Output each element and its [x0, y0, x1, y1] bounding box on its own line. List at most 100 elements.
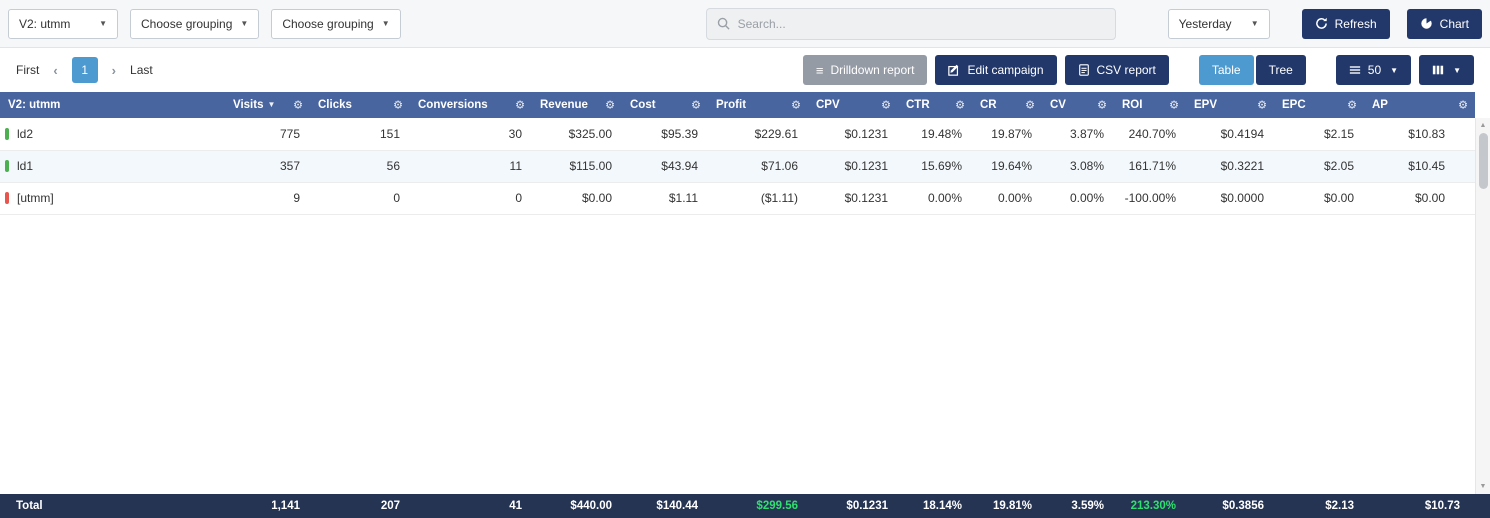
total-label: Total [0, 494, 225, 518]
cell: 357 [225, 150, 310, 183]
status-indicator [5, 127, 9, 140]
report-table-zone: V2: utmm Visits ▼ ⚙ Clicks ⚙ Conversions ⚙ Reven… [0, 92, 1490, 494]
cell: $0.4194 [1186, 118, 1274, 151]
vertical-scrollbar[interactable]: ▲ ▼ [1475, 118, 1490, 494]
column-header-conversions[interactable]: Conversions ⚙ [410, 92, 532, 118]
column-settings-gear-icon[interactable]: ⚙ [293, 99, 303, 112]
grouping-select-2-value: Choose grouping [282, 16, 374, 31]
status-indicator [5, 160, 9, 172]
column-settings-gear-icon[interactable]: ⚙ [605, 99, 615, 112]
date-range-value: Yesterday [1178, 16, 1232, 31]
chevron-down-icon: ▼ [99, 18, 107, 28]
column-header-ap[interactable]: AP ⚙ [1364, 92, 1475, 118]
cell: 0 [310, 182, 410, 215]
edit-campaign-button[interactable]: Edit campaign [935, 55, 1057, 85]
column-header-revenue[interactable]: Revenue ⚙ [532, 92, 622, 118]
column-header-epc[interactable]: EPC ⚙ [1274, 92, 1364, 118]
total-cell: 1,141 [225, 494, 310, 518]
column-header-profit[interactable]: Profit ⚙ [708, 92, 808, 118]
column-header-epv[interactable]: EPV ⚙ [1186, 92, 1274, 118]
cell: $0.00 [1364, 182, 1475, 215]
column-header-cv[interactable]: CV ⚙ [1042, 92, 1114, 118]
view-toggle: Table Tree [1198, 55, 1306, 85]
column-header-v2-utmm[interactable]: V2: utmm [0, 92, 225, 118]
column-header-clicks[interactable]: Clicks ⚙ [310, 92, 410, 118]
table-row[interactable]: ld1 357 56 11 $115.00 $43.94 $71.06 $0.1231 15.6… [0, 150, 1475, 183]
cell: $0.00 [1274, 182, 1364, 215]
page-button-1[interactable]: 1 [71, 57, 98, 83]
row-name-cell[interactable]: ld1 [0, 150, 225, 183]
page-size-button[interactable]: 50 ▼ [1335, 55, 1412, 85]
chevron-right-icon[interactable]: › [111, 62, 117, 78]
column-settings-gear-icon[interactable]: ⚙ [1347, 99, 1357, 112]
column-settings-gear-icon[interactable]: ⚙ [1257, 99, 1267, 112]
campaign-select[interactable]: V2: utmm ▼ [8, 8, 118, 39]
row-name-cell[interactable]: [utmm] [0, 182, 225, 215]
date-range-select[interactable]: Yesterday ▼ [1167, 8, 1270, 39]
cell: $2.05 [1274, 150, 1364, 183]
column-settings-gear-icon[interactable]: ⚙ [881, 99, 891, 112]
cell: 3.08% [1042, 150, 1114, 183]
pagination-first[interactable]: First [16, 63, 40, 77]
column-settings-gear-icon[interactable]: ⚙ [1169, 99, 1179, 112]
refresh-button[interactable]: Refresh [1301, 8, 1390, 39]
chevron-left-icon[interactable]: ‹ [53, 62, 58, 78]
pagination-last[interactable]: Last [130, 63, 153, 77]
row-name-cell[interactable]: ld2 [0, 118, 225, 151]
chevron-down-icon: ▼ [1453, 65, 1461, 75]
chevron-down-icon: ▼ [381, 18, 390, 28]
column-settings-gear-icon[interactable]: ⚙ [1458, 99, 1468, 112]
drilldown-report-button[interactable]: ≡ Drilldown report [802, 55, 928, 85]
edit-pencil-icon [948, 64, 959, 76]
cell: 0.00% [972, 182, 1042, 215]
chevron-down-icon: ▼ [240, 18, 249, 28]
total-cell: 41 [410, 494, 532, 518]
column-header-cost[interactable]: Cost ⚙ [622, 92, 708, 118]
tree-view-button[interactable]: Tree [1255, 55, 1306, 85]
cell: $325.00 [532, 118, 622, 151]
column-settings-gear-icon[interactable]: ⚙ [1025, 99, 1035, 112]
column-header-ctr[interactable]: CTR ⚙ [898, 92, 972, 118]
cell: 0 [410, 182, 532, 215]
cell: $0.1231 [808, 182, 898, 215]
grouping-select-1[interactable]: Choose grouping ▼ [130, 8, 260, 39]
cell: $0.3221 [1186, 150, 1274, 183]
total-cell: 207 [310, 494, 410, 518]
scrollbar-thumb[interactable] [1478, 133, 1488, 189]
table-row[interactable]: ld2 775 151 30 $325.00 $95.39 $229.61 $0.1231 19… [0, 118, 1475, 151]
column-settings-gear-icon[interactable]: ⚙ [955, 99, 965, 112]
column-settings-gear-icon[interactable]: ⚙ [791, 99, 801, 112]
column-settings-gear-icon[interactable]: ⚙ [393, 99, 403, 112]
column-settings-gear-icon[interactable]: ⚙ [691, 99, 701, 112]
column-header-visits[interactable]: Visits ▼ ⚙ [225, 92, 310, 118]
column-header-roi[interactable]: ROI ⚙ [1114, 92, 1186, 118]
column-header-cr[interactable]: CR ⚙ [972, 92, 1042, 118]
columns-button[interactable]: ▼ [1419, 55, 1474, 85]
scroll-up-icon[interactable]: ▲ [1479, 122, 1487, 129]
column-settings-gear-icon[interactable]: ⚙ [515, 99, 525, 112]
cell: 11 [410, 150, 532, 183]
scroll-down-icon[interactable]: ▼ [1479, 483, 1487, 490]
report-table: V2: utmm Visits ▼ ⚙ Clicks ⚙ Conversions ⚙ Reven… [0, 92, 1475, 215]
campaign-select-value: V2: utmm [19, 16, 71, 31]
cell: $0.1231 [808, 150, 898, 183]
cell: 0.00% [1042, 182, 1114, 215]
total-cell: $10.73 [1364, 494, 1490, 518]
table-view-button[interactable]: Table [1198, 55, 1254, 85]
cell: $71.06 [708, 150, 808, 183]
csv-report-button[interactable]: CSV report [1064, 55, 1169, 85]
status-indicator [5, 192, 9, 204]
chart-button[interactable]: Chart [1406, 8, 1482, 39]
column-settings-gear-icon[interactable]: ⚙ [1097, 99, 1107, 112]
total-row-bar: Total 1,141 207 41 $440.00 $140.44 $299.56 $0.1… [0, 494, 1490, 518]
cell: $95.39 [622, 118, 708, 151]
page-size-value: 50 [1367, 63, 1382, 77]
cell: 56 [310, 150, 410, 183]
total-row: Total 1,141 207 41 $440.00 $140.44 $299.56 $0.1… [0, 494, 1490, 518]
cell: $10.83 [1364, 118, 1475, 151]
grouping-select-2[interactable]: Choose grouping ▼ [271, 8, 401, 39]
search-input[interactable] [737, 16, 1105, 31]
table-row[interactable]: [utmm] 9 0 0 $0.00 $1.11 ($1.11) $0.1231 0.00% 0.… [0, 182, 1475, 215]
column-header-cpv[interactable]: CPV ⚙ [808, 92, 898, 118]
columns-icon [1432, 65, 1444, 75]
